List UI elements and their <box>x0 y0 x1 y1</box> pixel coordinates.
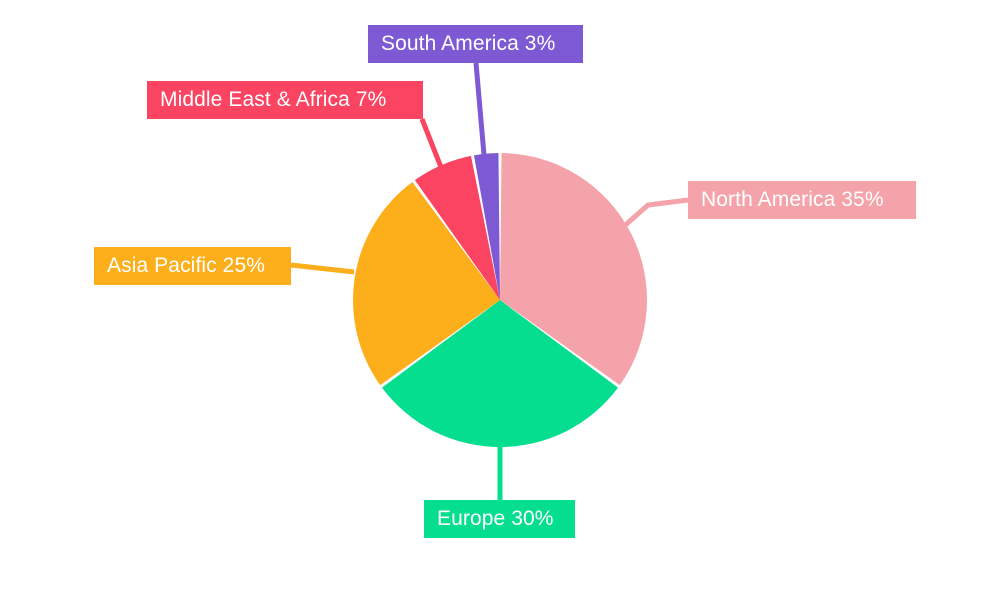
pie-label-text: Asia Pacific 25% <box>107 254 266 277</box>
pie-slice-asia-pacific[interactable] <box>353 181 500 386</box>
pie-slice-middle-east-africa[interactable] <box>414 155 500 300</box>
pie-label-text: Europe 30% <box>437 507 554 530</box>
pie-slice-north-america[interactable] <box>500 153 647 386</box>
pie-label-middle-east-africa: Middle East & Africa 7% <box>147 81 423 119</box>
leader-line <box>620 197 689 230</box>
pie-label-text: North America 35% <box>701 188 884 211</box>
pie-label-south-america: South America 3% <box>368 25 583 63</box>
leader-line <box>290 262 355 275</box>
pie-slice-south-america[interactable] <box>473 153 500 300</box>
pie-label-asia-pacific: Asia Pacific 25% <box>94 247 291 285</box>
pie-label-north-america: North America 35% <box>688 181 916 219</box>
leader-line <box>473 62 487 156</box>
pie-slice-europe[interactable] <box>381 300 619 447</box>
pie-label-text: South America 3% <box>381 32 556 55</box>
pie-label-europe: Europe 30% <box>424 500 575 538</box>
pie-slice-group <box>353 153 647 447</box>
pie-label-text: Middle East & Africa 7% <box>160 88 387 111</box>
